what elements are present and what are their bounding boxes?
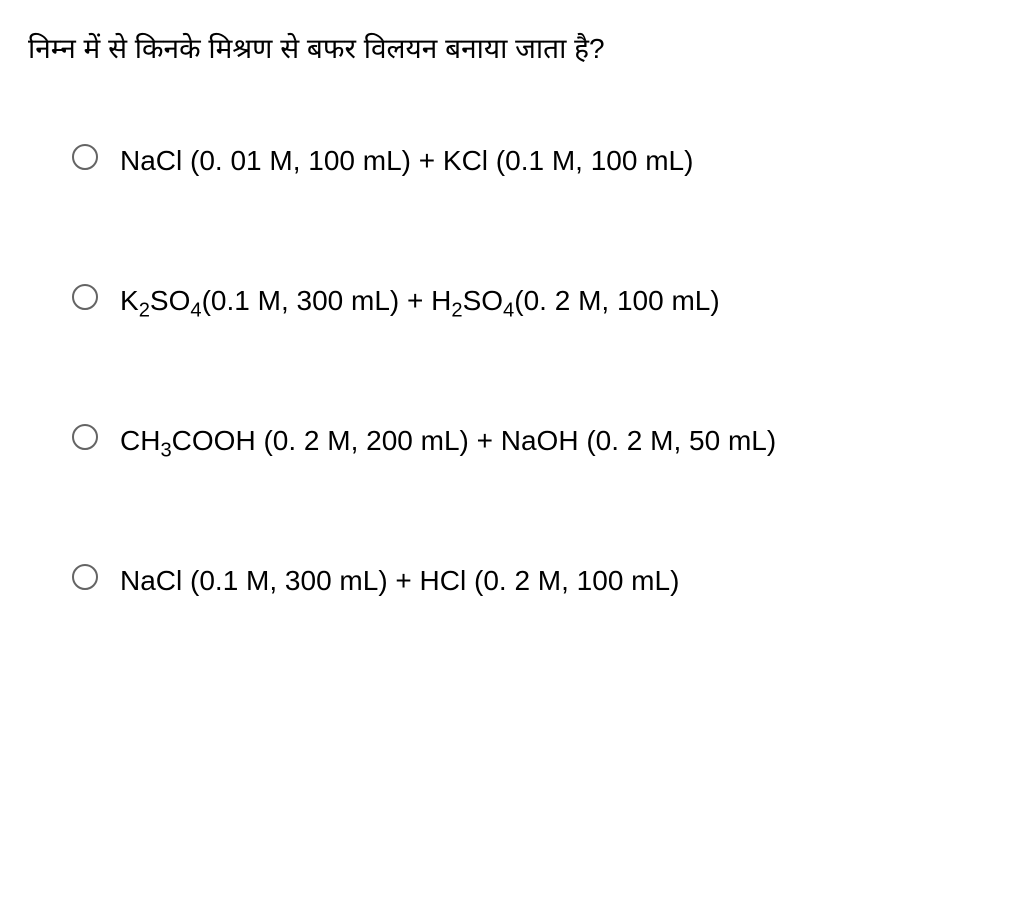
radio-icon[interactable] — [72, 564, 98, 590]
option-2[interactable]: K2SO4(0.1 M, 300 mL) + H2SO4(0. 2 M, 100… — [72, 280, 996, 322]
radio-icon[interactable] — [72, 144, 98, 170]
option-3[interactable]: CH3COOH (0. 2 M, 200 mL) + NaOH (0. 2 M,… — [72, 420, 996, 462]
radio-icon[interactable] — [72, 284, 98, 310]
option-4[interactable]: NaCl (0.1 M, 300 mL) + HCl (0. 2 M, 100 … — [72, 560, 996, 602]
option-1-label: NaCl (0. 01 M, 100 mL) + KCl (0.1 M, 100… — [120, 140, 693, 182]
radio-icon[interactable] — [72, 424, 98, 450]
option-2-label: K2SO4(0.1 M, 300 mL) + H2SO4(0. 2 M, 100… — [120, 280, 720, 322]
options-list: NaCl (0. 01 M, 100 mL) + KCl (0.1 M, 100… — [28, 140, 996, 602]
question-page: निम्न में से किनके मिश्रण से बफर विलयन ब… — [0, 0, 1024, 602]
question-text: निम्न में से किनके मिश्रण से बफर विलयन ब… — [28, 28, 996, 70]
option-1[interactable]: NaCl (0. 01 M, 100 mL) + KCl (0.1 M, 100… — [72, 140, 996, 182]
option-3-label: CH3COOH (0. 2 M, 200 mL) + NaOH (0. 2 M,… — [120, 420, 776, 462]
option-4-label: NaCl (0.1 M, 300 mL) + HCl (0. 2 M, 100 … — [120, 560, 679, 602]
